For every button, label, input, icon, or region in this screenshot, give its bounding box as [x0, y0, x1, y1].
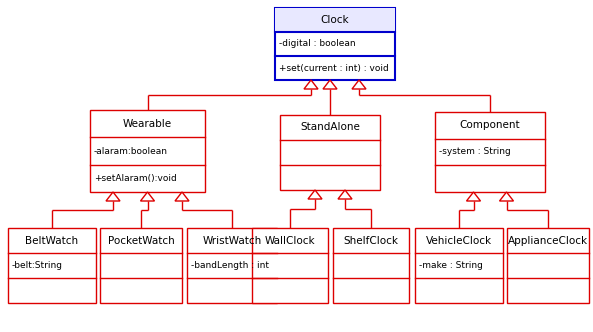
Bar: [415, 228, 503, 303]
Text: BeltWatch: BeltWatch: [25, 235, 78, 245]
Text: VehicleClock: VehicleClock: [426, 235, 492, 245]
Bar: [280, 115, 380, 190]
Bar: [275, 8, 395, 80]
Text: -make : String: -make : String: [419, 261, 483, 270]
Text: ShelfClock: ShelfClock: [343, 235, 398, 245]
Polygon shape: [141, 192, 155, 201]
Polygon shape: [308, 190, 322, 199]
Text: -belt:String: -belt:String: [12, 261, 63, 270]
Bar: [275, 8, 395, 32]
Text: -system : String: -system : String: [439, 147, 511, 156]
Polygon shape: [106, 192, 120, 201]
Text: WallClock: WallClock: [264, 235, 315, 245]
Text: -alaram:boolean: -alaram:boolean: [94, 146, 168, 155]
Text: -digital : boolean: -digital : boolean: [279, 40, 356, 48]
Text: WristWatch: WristWatch: [202, 235, 262, 245]
Polygon shape: [467, 192, 480, 201]
Polygon shape: [338, 190, 352, 199]
Text: ApplianceClock: ApplianceClock: [508, 235, 588, 245]
Bar: [187, 228, 277, 303]
Text: -bandLength : int: -bandLength : int: [191, 261, 269, 270]
Bar: [507, 228, 589, 303]
Text: Clock: Clock: [321, 15, 349, 25]
Polygon shape: [304, 80, 318, 89]
Bar: [435, 112, 545, 192]
Bar: [90, 110, 205, 192]
Text: +set(current : int) : void: +set(current : int) : void: [279, 63, 389, 72]
Text: +setAlaram():void: +setAlaram():void: [94, 174, 177, 183]
Bar: [8, 228, 96, 303]
Text: StandAlone: StandAlone: [300, 123, 360, 132]
Text: PocketWatch: PocketWatch: [107, 235, 174, 245]
Polygon shape: [323, 80, 337, 89]
Text: Wearable: Wearable: [123, 119, 172, 129]
Bar: [100, 228, 182, 303]
Polygon shape: [175, 192, 189, 201]
Bar: [252, 228, 328, 303]
Polygon shape: [499, 192, 514, 201]
Polygon shape: [352, 80, 366, 89]
Text: Component: Component: [460, 120, 520, 130]
Bar: [333, 228, 409, 303]
